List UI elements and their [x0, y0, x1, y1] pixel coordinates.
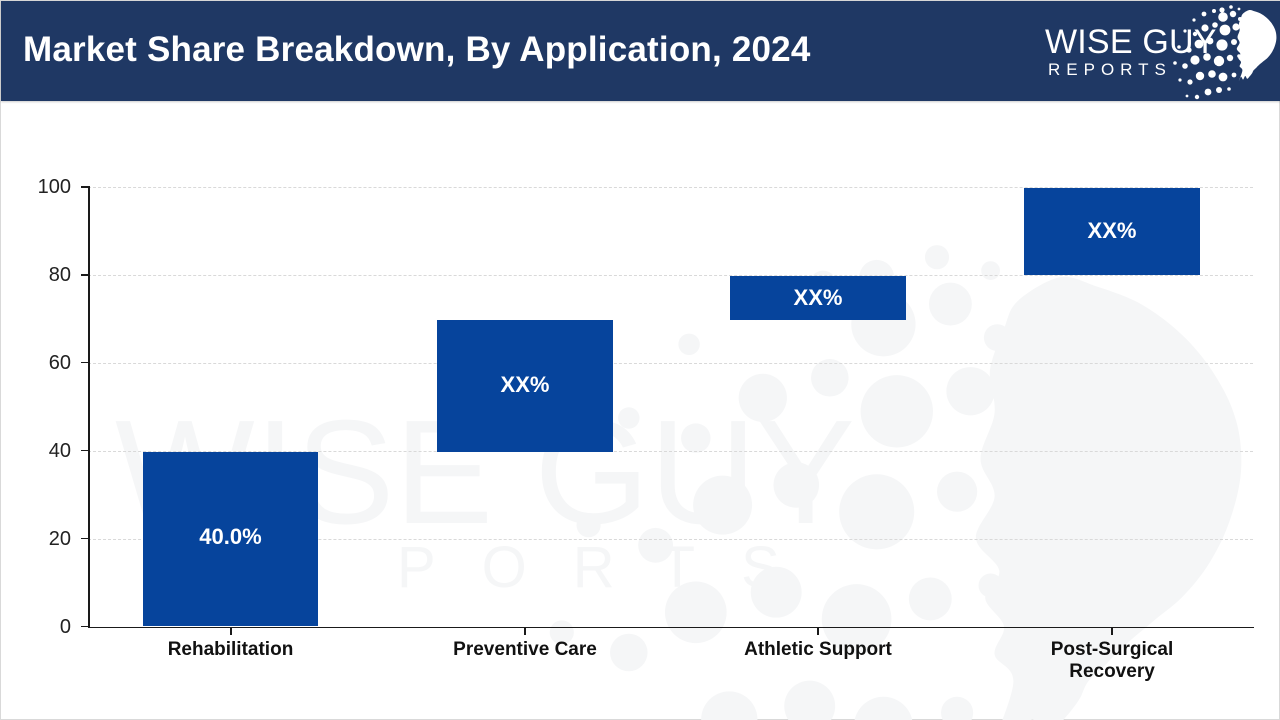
- svg-text:REPORTS: REPORTS: [1048, 60, 1172, 79]
- svg-text:WISE GUY: WISE GUY: [1045, 23, 1217, 61]
